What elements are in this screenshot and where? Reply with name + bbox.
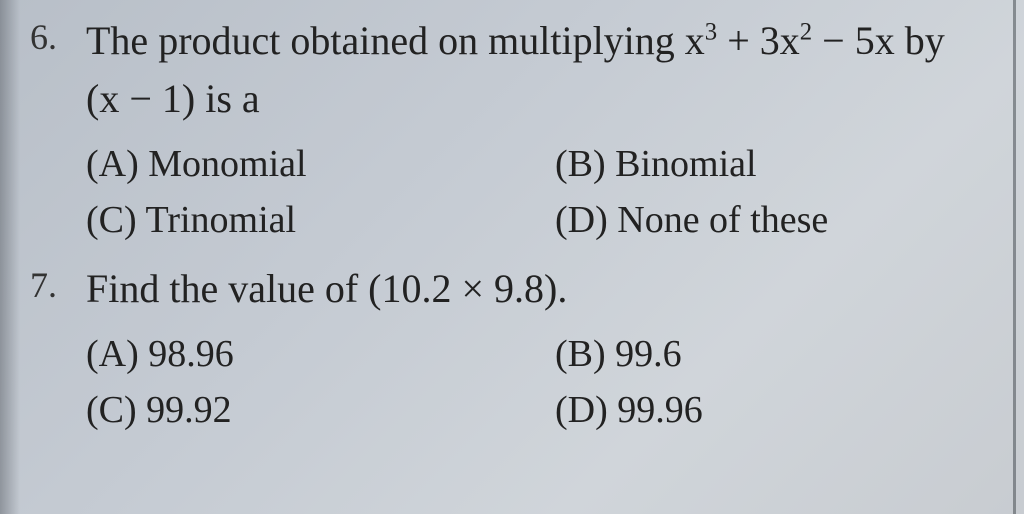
question-text: Find the value of (10.2 × 9.8).	[86, 260, 994, 318]
option-a: (A) Monomial	[86, 142, 525, 186]
question-6: 6. The product obtained on multiplying x…	[16, 12, 994, 242]
option-d: (D) None of these	[555, 198, 994, 242]
page-content: 6. The product obtained on multiplying x…	[16, 12, 994, 432]
option-b: (B) Binomial	[555, 142, 994, 186]
option-d: (D) 99.96	[555, 388, 994, 432]
question-7: 7. Find the value of (10.2 × 9.8). (A) 9…	[16, 260, 994, 432]
question-options: (A) Monomial (B) Binomial (C) Trinomial …	[86, 142, 994, 242]
option-a: (A) 98.96	[86, 332, 525, 376]
page-right-edge	[1013, 0, 1016, 514]
option-c: (C) 99.92	[86, 388, 525, 432]
question-text: The product obtained on multiplying x3 +…	[86, 12, 994, 128]
question-number: 7.	[16, 260, 86, 306]
option-b: (B) 99.6	[555, 332, 994, 376]
question-options: (A) 98.96 (B) 99.6 (C) 99.92 (D) 99.96	[86, 332, 994, 432]
option-c: (C) Trinomial	[86, 198, 525, 242]
question-number: 6.	[16, 12, 86, 58]
